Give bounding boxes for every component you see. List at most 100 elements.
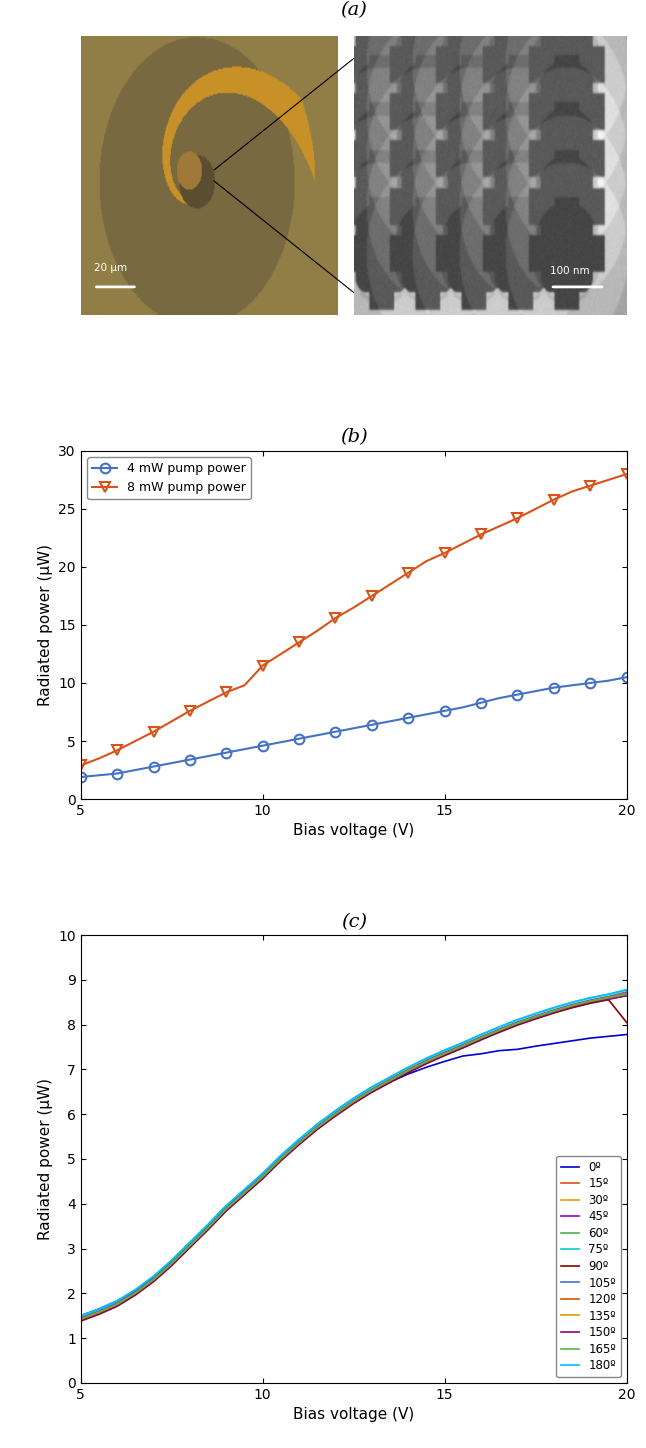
Y-axis label: Radiated power (μW): Radiated power (μW): [37, 544, 53, 707]
135º: [404, 1063, 412, 1080]
180º: [568, 993, 576, 1011]
135º: [113, 1296, 121, 1313]
15º: [350, 1092, 358, 1109]
75º: [623, 982, 630, 999]
0º: [550, 1035, 557, 1053]
0º: [241, 1183, 249, 1200]
0º: [477, 1045, 485, 1063]
105º: [168, 1254, 176, 1271]
90º: [150, 1273, 158, 1290]
0º: [331, 1105, 339, 1122]
45º: [459, 1038, 467, 1056]
0º: [532, 1037, 539, 1054]
105º: [277, 1148, 285, 1166]
30º: [404, 1063, 412, 1080]
120º: [386, 1072, 394, 1089]
105º: [568, 996, 576, 1014]
75º: [168, 1251, 176, 1268]
180º: [331, 1102, 339, 1119]
15º: [459, 1037, 467, 1054]
180º: [113, 1292, 121, 1309]
105º: [95, 1303, 103, 1321]
Line: 90º: 90º: [81, 999, 627, 1321]
15º: [514, 1015, 521, 1032]
180º: [422, 1050, 430, 1067]
120º: [150, 1271, 158, 1289]
Line: 120º: 120º: [81, 993, 627, 1319]
75º: [422, 1050, 430, 1067]
165º: [132, 1284, 140, 1302]
0º: [514, 1041, 521, 1058]
0º: [459, 1047, 467, 1064]
15º: [623, 988, 630, 1005]
180º: [241, 1180, 249, 1197]
180º: [386, 1069, 394, 1086]
15º: [95, 1303, 103, 1321]
45º: [259, 1169, 267, 1186]
0º: [95, 1300, 103, 1318]
120º: [277, 1150, 285, 1167]
Legend: 4 mW pump power, 8 mW pump power: 4 mW pump power, 8 mW pump power: [87, 458, 251, 500]
120º: [222, 1200, 230, 1218]
Legend: 0º, 15º, 30º, 45º, 60º, 75º, 90º, 105º, 120º, 135º, 150º, 165º, 180º: 0º, 15º, 30º, 45º, 60º, 75º, 90º, 105º, …: [556, 1156, 621, 1377]
135º: [350, 1093, 358, 1111]
30º: [277, 1150, 285, 1167]
165º: [150, 1271, 158, 1289]
30º: [259, 1169, 267, 1186]
90º: [368, 1083, 376, 1100]
105º: [422, 1051, 430, 1069]
180º: [441, 1041, 448, 1058]
0º: [150, 1268, 158, 1286]
30º: [313, 1119, 321, 1137]
15º: [477, 1028, 485, 1045]
105º: [386, 1070, 394, 1087]
30º: [168, 1255, 176, 1273]
135º: [623, 986, 630, 1003]
120º: [186, 1237, 194, 1254]
0º: [368, 1082, 376, 1099]
180º: [514, 1011, 521, 1028]
60º: [313, 1119, 321, 1137]
45º: [441, 1045, 448, 1063]
45º: [77, 1312, 85, 1329]
30º: [222, 1200, 230, 1218]
Line: 150º: 150º: [81, 996, 627, 1321]
120º: [77, 1310, 85, 1328]
90º: [313, 1121, 321, 1138]
60º: [295, 1134, 303, 1151]
X-axis label: Bias voltage (V): Bias voltage (V): [293, 824, 414, 838]
165º: [350, 1093, 358, 1111]
60º: [495, 1022, 503, 1040]
90º: [168, 1257, 176, 1274]
75º: [550, 999, 557, 1016]
Line: 0º: 0º: [81, 1034, 627, 1316]
165º: [259, 1169, 267, 1186]
90º: [605, 990, 612, 1008]
0º: [623, 1025, 630, 1043]
120º: [259, 1167, 267, 1184]
135º: [441, 1045, 448, 1063]
15º: [241, 1183, 249, 1200]
60º: [241, 1184, 249, 1202]
150º: [422, 1054, 430, 1072]
0º: [386, 1073, 394, 1090]
60º: [422, 1053, 430, 1070]
45º: [422, 1054, 430, 1072]
15º: [605, 990, 612, 1008]
Text: (a): (a): [340, 1, 367, 19]
30º: [132, 1284, 140, 1302]
60º: [186, 1237, 194, 1254]
45º: [204, 1221, 212, 1238]
120º: [331, 1105, 339, 1122]
180º: [150, 1267, 158, 1284]
180º: [350, 1089, 358, 1106]
15º: [204, 1218, 212, 1235]
165º: [204, 1219, 212, 1237]
105º: [605, 988, 612, 1005]
90º: [259, 1170, 267, 1187]
45º: [113, 1297, 121, 1315]
60º: [514, 1015, 521, 1032]
90º: [386, 1074, 394, 1092]
75º: [350, 1089, 358, 1106]
15º: [259, 1167, 267, 1184]
